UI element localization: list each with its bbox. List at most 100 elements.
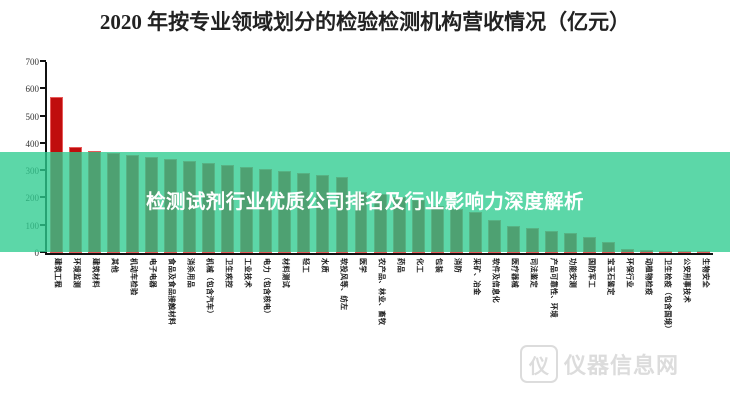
x-tick-label: 轻工 bbox=[301, 258, 310, 273]
bar bbox=[69, 146, 83, 253]
bar-slot bbox=[466, 62, 485, 253]
x-label-slot: 药品 bbox=[390, 258, 409, 368]
x-tick-label: 动植物检疫 bbox=[644, 258, 653, 296]
x-tick-label: 消防 bbox=[453, 258, 462, 273]
x-tick-label: 环保行业 bbox=[625, 258, 634, 288]
bar bbox=[354, 191, 368, 253]
bar-slot bbox=[237, 62, 256, 253]
bar-slot bbox=[332, 62, 351, 253]
bar-slot bbox=[561, 62, 580, 253]
x-label-slot: 化工 bbox=[409, 258, 428, 368]
x-label-slot: 材料测试 bbox=[276, 258, 295, 368]
x-label-slot: 其他 bbox=[104, 258, 123, 368]
x-tick-label: 水质 bbox=[320, 258, 329, 273]
bar bbox=[506, 225, 520, 253]
y-tick-mark bbox=[40, 196, 46, 199]
x-label-slot: 宝玉石鉴定 bbox=[600, 258, 619, 368]
y-tick-label: 400 bbox=[25, 138, 40, 149]
bar-slot bbox=[161, 62, 180, 253]
bar bbox=[468, 211, 482, 253]
x-tick-label: 材料测试 bbox=[282, 258, 291, 288]
bar bbox=[240, 167, 254, 253]
bar bbox=[678, 251, 692, 253]
x-tick-label: 生物安全 bbox=[701, 258, 710, 288]
bar bbox=[164, 158, 178, 253]
bar bbox=[449, 209, 463, 253]
bar bbox=[183, 160, 197, 253]
y-tick-mark bbox=[40, 169, 46, 172]
bar-slot bbox=[542, 62, 561, 253]
y-tick-label: 500 bbox=[25, 111, 40, 122]
bar-slot bbox=[656, 62, 675, 253]
y-tick-label: 0 bbox=[34, 248, 40, 258]
x-label-slot: 轻工 bbox=[295, 258, 314, 368]
bar bbox=[221, 165, 235, 253]
bar bbox=[601, 242, 615, 253]
x-tick-label: 医学 bbox=[358, 258, 367, 273]
plot-area: 0 100 200 300 400 500 600 700 bbox=[26, 57, 713, 258]
bar-slot bbox=[447, 62, 466, 253]
bar-slot bbox=[123, 62, 142, 253]
bar-slot bbox=[275, 62, 294, 253]
bar-slot bbox=[675, 62, 694, 253]
x-tick-label: 卫生检疫（包含国境） bbox=[663, 258, 672, 333]
bar-slot bbox=[618, 62, 637, 253]
bar bbox=[582, 237, 596, 253]
bar-slot bbox=[371, 62, 390, 253]
bar-slot bbox=[85, 62, 104, 253]
x-tick-label: 采矿、冶金 bbox=[472, 258, 481, 296]
x-tick-label: 软投风等、纺左 bbox=[339, 258, 348, 311]
bar bbox=[202, 162, 216, 253]
y-tick-label: 300 bbox=[25, 166, 40, 177]
bar bbox=[620, 249, 634, 253]
x-tick-label: 包装 bbox=[434, 258, 443, 273]
bar bbox=[373, 194, 387, 253]
bar bbox=[297, 173, 311, 253]
y-tick-label: 200 bbox=[25, 193, 40, 204]
x-tick-label: 电子电器 bbox=[148, 258, 157, 288]
bar-slot bbox=[580, 62, 599, 253]
x-tick-label: 消杀用品 bbox=[186, 258, 195, 288]
bar-slot bbox=[47, 62, 66, 253]
x-label-slot: 电子电器 bbox=[142, 258, 161, 368]
x-tick-label: 药品 bbox=[396, 258, 405, 273]
bar-slot bbox=[485, 62, 504, 253]
bar-slot bbox=[142, 62, 161, 253]
y-tick-mark bbox=[40, 60, 46, 62]
x-label-slot: 食品及食品接触材料 bbox=[161, 258, 180, 368]
x-tick-label: 工业技术 bbox=[244, 258, 253, 288]
x-label-slot: 国防军工 bbox=[581, 258, 600, 368]
x-axis-labels: 建筑工程 环境监测 建筑材料 其他 机动车检验 电子电器 食品及食品接触材料 消杀用品 机械（包… bbox=[47, 258, 715, 368]
x-label-slot: 产品可靠性、环境 bbox=[543, 258, 562, 368]
x-label-slot: 动植物检疫 bbox=[638, 258, 657, 368]
x-label-slot: 建筑材料 bbox=[85, 258, 104, 368]
bar bbox=[50, 96, 63, 253]
bar-slot bbox=[504, 62, 523, 253]
x-tick-label: 建筑工程 bbox=[53, 258, 62, 288]
x-label-slot: 工业技术 bbox=[238, 258, 257, 368]
bar bbox=[316, 175, 330, 253]
x-label-slot: 建筑工程 bbox=[47, 258, 66, 368]
bar bbox=[145, 156, 159, 253]
bar bbox=[335, 177, 349, 253]
x-label-slot: 消防 bbox=[448, 258, 467, 368]
bar-slot bbox=[694, 62, 713, 253]
bar bbox=[126, 154, 140, 253]
bar bbox=[659, 251, 672, 253]
x-tick-label: 国防军工 bbox=[587, 258, 596, 288]
x-label-slot: 卫生疾控 bbox=[219, 258, 238, 368]
bar bbox=[107, 152, 121, 253]
x-label-slot: 水质 bbox=[314, 258, 333, 368]
x-label-slot: 采矿、冶金 bbox=[467, 258, 486, 368]
x-label-slot: 司法鉴定 bbox=[524, 258, 543, 368]
bar-slot bbox=[66, 62, 85, 253]
x-tick-label: 食品及食品接触材料 bbox=[167, 258, 176, 326]
x-label-slot: 电力（包含核电） bbox=[257, 258, 276, 368]
y-tick-mark bbox=[40, 87, 46, 90]
x-tick-label: 功能安测 bbox=[568, 258, 577, 288]
bar-slot bbox=[599, 62, 618, 253]
bar bbox=[563, 233, 577, 253]
bar-slot bbox=[180, 62, 199, 253]
bar bbox=[411, 199, 425, 253]
x-tick-label: 卫生疾控 bbox=[224, 258, 233, 288]
